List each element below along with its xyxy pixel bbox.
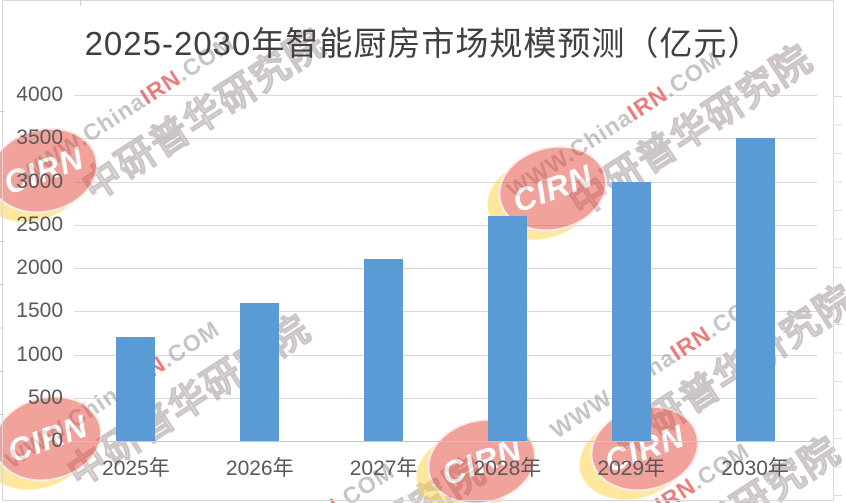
watermark-url-part: IRN [622,80,673,126]
y-tick-label: 2500 [16,212,63,236]
x-axis-line [74,441,817,442]
bar-2025年 [116,337,156,441]
x-tick-label: 2030年 [721,457,789,480]
y-tick-label: 3500 [16,126,63,150]
watermark-url-text: WWW.ChinaIRN.COM [175,416,463,503]
y-tick-label: 4000 [16,83,63,106]
left-edge-ticks [0,111,4,471]
y-tick-label: 1000 [16,342,63,366]
watermark-url-part: IRN [135,64,186,110]
y-tick-label: 500 [27,385,63,409]
bar-2027年 [364,259,404,441]
watermark-url-text: WWW.ChinaIRN.COM [530,396,818,503]
watermark-url-part: .COM [156,315,225,373]
y-tick-label: 3000 [16,169,63,193]
x-tick-label: 2029年 [597,457,666,480]
gridline [74,268,817,269]
bar-2028年 [487,216,527,441]
gridline [74,224,817,226]
chart-title: 2025-2030年智能厨房市场规模预测（亿元） [84,25,762,62]
gridline [74,397,817,399]
y-tick-label: 1500 [16,299,63,323]
right-edge-ticks [834,96,842,500]
gridline [74,181,817,183]
bar-2030年 [735,138,775,441]
watermark-url-text: WWW.ChinaIRN.COM [545,244,833,444]
y-tick-label: 2000 [16,256,63,279]
logo-text: CIRN [507,157,598,220]
gridline [74,95,817,96]
x-tick-label: 2027年 [349,457,418,480]
top-edge-tick [80,0,81,6]
bar-2029年 [611,181,651,441]
watermark-url-part: WWW.China [530,496,664,503]
x-tick-label: 2026年 [225,457,294,480]
x-tick-label: 2025年 [102,457,170,480]
watermark-url-part: IRN [295,492,345,503]
watermark-url-part: IRN [665,320,716,366]
bar-2026年 [240,302,280,441]
gridline [74,138,817,140]
gridline [74,311,817,313]
y-tick-label: 0 [51,429,63,452]
x-tick-label: 2028年 [473,457,542,480]
gridline [74,354,817,356]
